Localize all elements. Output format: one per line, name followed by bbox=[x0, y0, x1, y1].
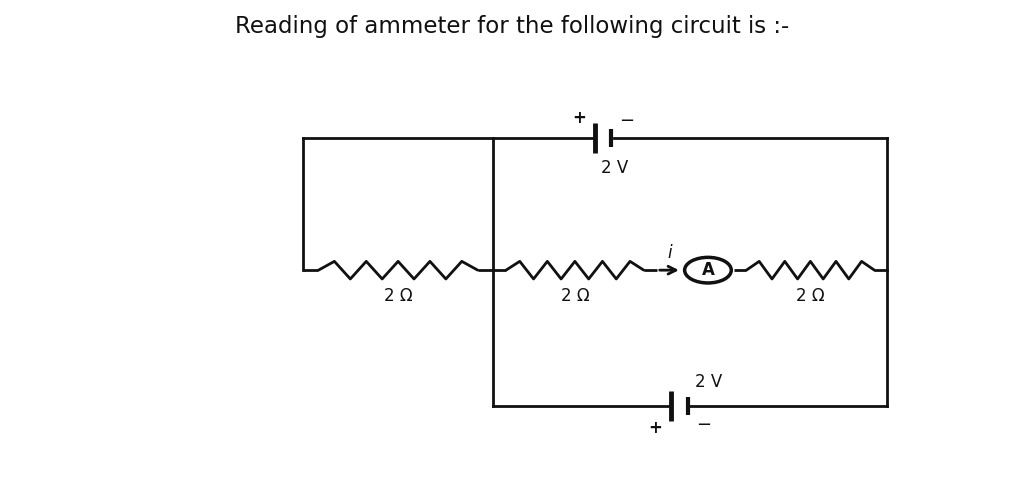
Text: i: i bbox=[667, 244, 672, 263]
Text: 2 Ω: 2 Ω bbox=[796, 287, 824, 305]
Text: −: − bbox=[620, 112, 635, 130]
Text: +: + bbox=[572, 109, 586, 127]
Circle shape bbox=[685, 257, 731, 283]
Text: +: + bbox=[648, 419, 663, 437]
Text: A: A bbox=[701, 261, 715, 279]
Text: 2 V: 2 V bbox=[695, 373, 722, 391]
Text: −: − bbox=[696, 416, 711, 434]
Text: 2 V: 2 V bbox=[601, 159, 628, 177]
Text: 2 Ω: 2 Ω bbox=[384, 287, 413, 305]
Text: Reading of ammeter for the following circuit is :-: Reading of ammeter for the following cir… bbox=[234, 15, 790, 38]
Text: 2 Ω: 2 Ω bbox=[560, 287, 589, 305]
